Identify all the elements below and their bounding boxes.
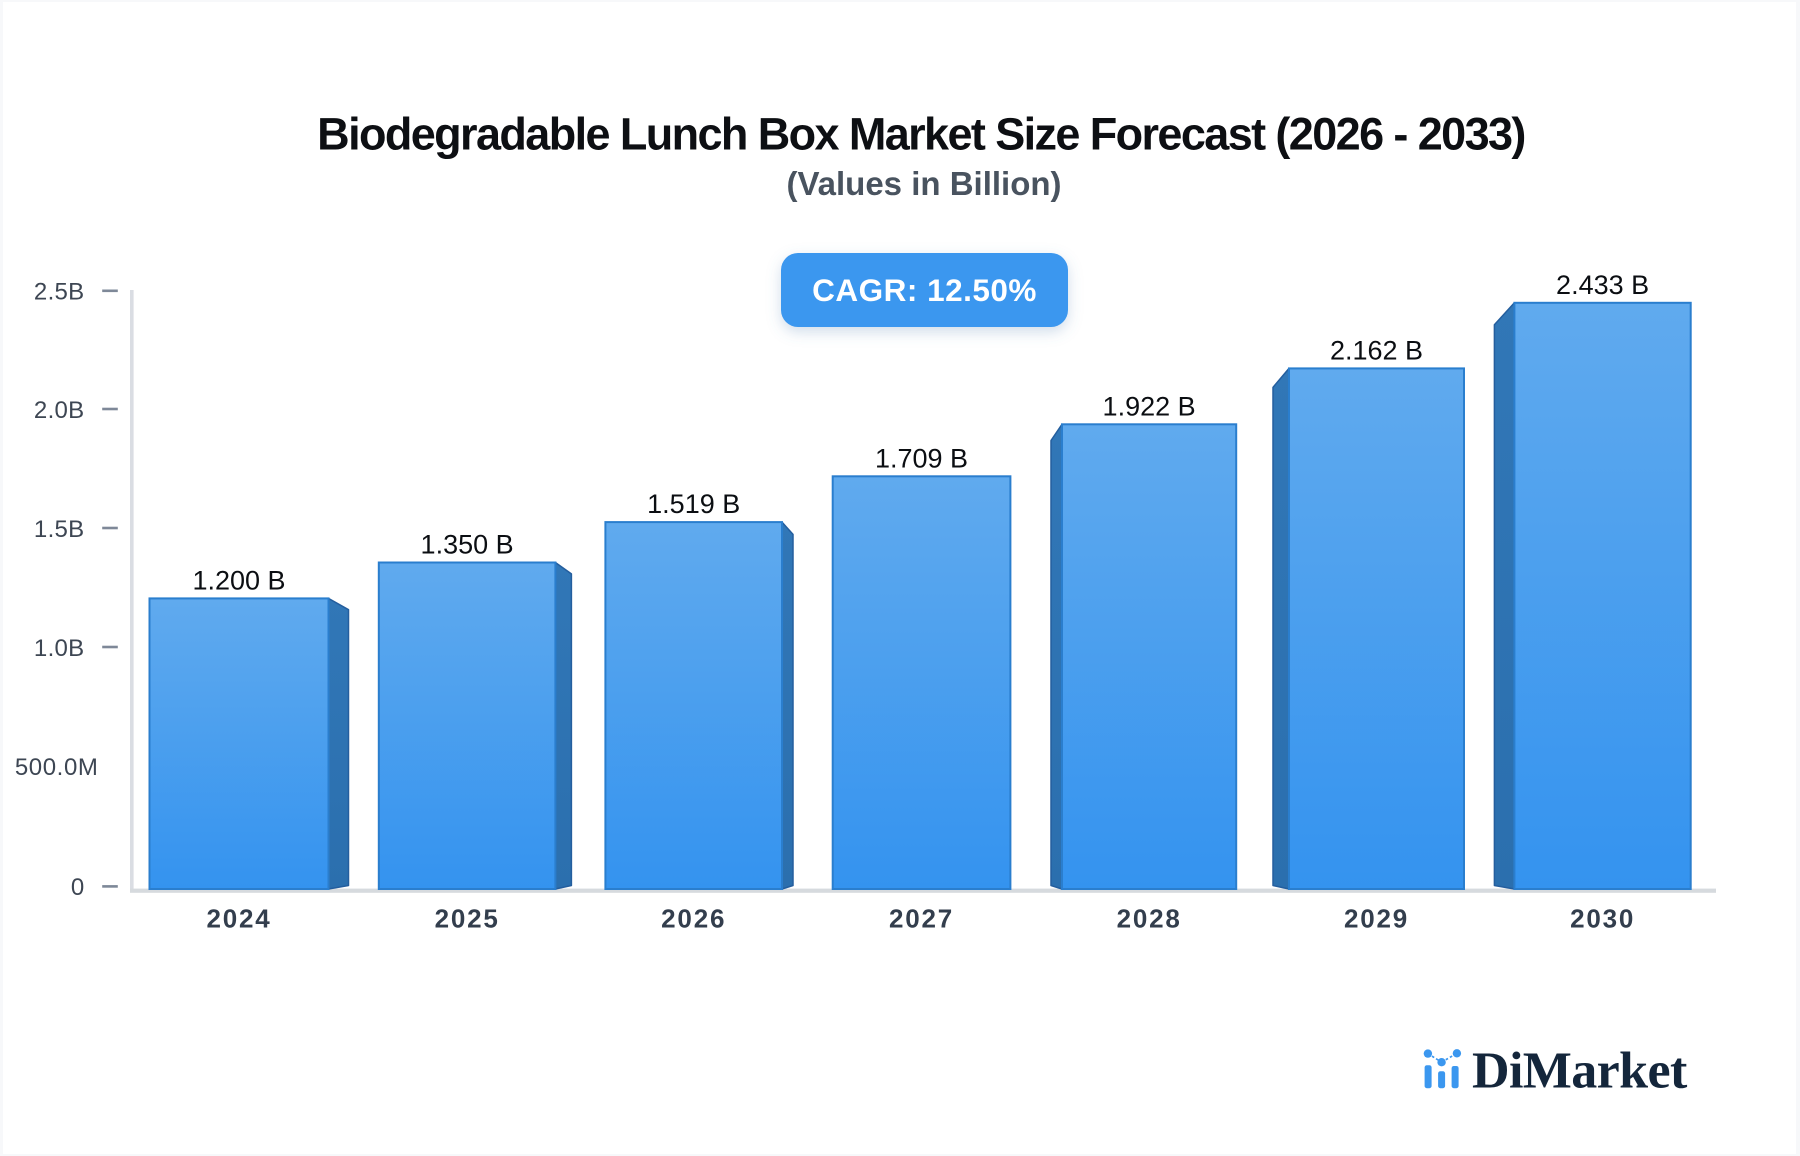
svg-text:2.0B: 2.0B (34, 397, 85, 424)
svg-text:1.5B: 1.5B (34, 516, 85, 543)
svg-text:CAGR: 12.50%: CAGR: 12.50% (812, 272, 1037, 308)
svg-text:1.709 B: 1.709 B (875, 443, 968, 473)
svg-text:2.433 B: 2.433 B (1556, 270, 1649, 300)
svg-text:1.350 B: 1.350 B (421, 530, 514, 560)
svg-text:DiMarket: DiMarket (1472, 1043, 1688, 1100)
svg-text:Biodegradable Lunch Box Market: Biodegradable Lunch Box Market Size Fore… (317, 109, 1525, 160)
svg-text:2026: 2026 (661, 904, 726, 934)
svg-text:2030: 2030 (1570, 904, 1635, 934)
svg-text:0: 0 (71, 874, 85, 901)
svg-text:2.5B: 2.5B (34, 279, 85, 306)
svg-text:2029: 2029 (1344, 904, 1409, 934)
svg-text:(Values in Billion): (Values in Billion) (786, 165, 1061, 202)
svg-text:2028: 2028 (1117, 904, 1182, 934)
svg-text:2.162 B: 2.162 B (1330, 335, 1423, 365)
svg-text:1.922 B: 1.922 B (1103, 391, 1196, 421)
svg-text:2025: 2025 (435, 904, 500, 934)
svg-text:2027: 2027 (889, 904, 954, 934)
svg-text:1.200 B: 1.200 B (192, 565, 285, 595)
svg-text:500.0M: 500.0M (15, 754, 99, 781)
svg-text:2024: 2024 (206, 904, 271, 934)
svg-text:1.519 B: 1.519 B (647, 489, 740, 519)
svg-text:1.0B: 1.0B (34, 635, 85, 662)
